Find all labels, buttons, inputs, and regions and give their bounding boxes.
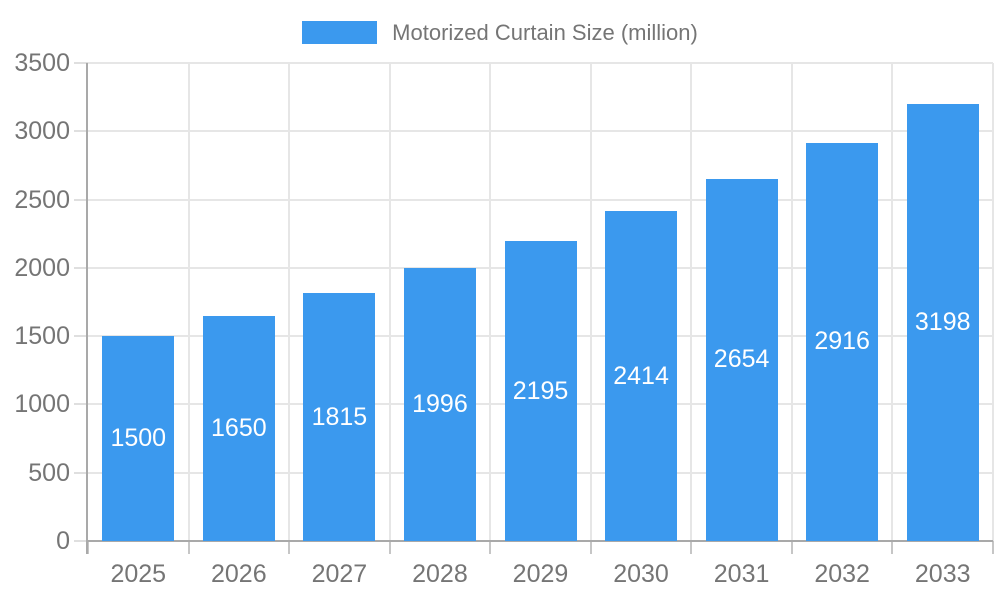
x-tick-label: 2027	[311, 560, 368, 588]
bar-value-label: 2916	[814, 327, 870, 356]
bar[interactable]: 1996	[403, 268, 476, 541]
x-axis-tick	[690, 541, 693, 554]
bar-value-label: 2654	[713, 345, 770, 374]
y-tick-label: 1000	[14, 390, 70, 419]
legend-swatch	[302, 21, 378, 44]
bar[interactable]: 2195	[504, 241, 577, 541]
gridline-vertical	[690, 63, 693, 541]
bar[interactable]: 1650	[202, 315, 275, 541]
gridline-vertical	[589, 63, 592, 541]
bar-value-label: 2195	[512, 376, 569, 405]
y-tick-label: 500	[28, 458, 70, 487]
bar[interactable]: 3198	[906, 104, 979, 541]
x-axis-tick	[790, 541, 793, 554]
bar[interactable]: 2916	[806, 142, 879, 541]
bar[interactable]: 1815	[303, 293, 376, 541]
y-axis-tick	[74, 403, 88, 406]
x-axis-tick	[388, 541, 391, 554]
bar-value-label: 1500	[110, 424, 167, 453]
gridline-vertical	[891, 63, 894, 541]
x-axis-line	[88, 540, 993, 542]
bar-value-label: 2414	[613, 361, 669, 390]
bar-value-label: 1650	[211, 413, 267, 442]
y-axis-tick	[74, 130, 88, 133]
gridline-vertical	[288, 63, 291, 541]
y-tick-label: 2500	[14, 185, 70, 214]
y-axis-tick	[74, 266, 88, 269]
bar[interactable]: 2414	[605, 211, 678, 541]
y-axis-tick	[74, 540, 88, 542]
legend[interactable]: Motorized Curtain Size (million)	[0, 21, 1000, 44]
bar-value-label: 1815	[311, 402, 368, 431]
gridline-vertical	[187, 63, 190, 541]
y-tick-label: 1500	[14, 322, 70, 351]
x-tick-label: 2029	[512, 560, 569, 588]
x-axis-tick	[187, 541, 190, 554]
x-axis-tick	[288, 541, 291, 554]
x-axis-tick	[891, 541, 894, 554]
x-axis-tick	[992, 541, 994, 554]
y-tick-label: 2000	[14, 253, 70, 282]
y-axis-tick	[74, 335, 88, 338]
gridline-vertical	[388, 63, 391, 541]
x-tick-label: 2025	[110, 560, 167, 588]
gridline-horizontal	[88, 62, 993, 64]
gridline-vertical	[790, 63, 793, 541]
x-tick-label: 2030	[613, 560, 669, 588]
x-tick-label: 2033	[914, 560, 971, 588]
bar[interactable]: 2654	[705, 178, 778, 541]
y-tick-label: 0	[56, 527, 70, 555]
y-axis-line	[86, 63, 88, 554]
x-axis-tick	[87, 541, 89, 554]
x-axis-tick	[589, 541, 592, 554]
gridline-horizontal	[88, 130, 993, 133]
bar[interactable]: 1500	[102, 336, 175, 541]
gridline-vertical	[489, 63, 492, 541]
y-axis-tick	[74, 471, 88, 474]
y-axis-tick	[74, 62, 88, 64]
x-tick-label: 2031	[713, 560, 770, 588]
y-tick-label: 3000	[14, 117, 70, 146]
bar-value-label: 3198	[914, 308, 971, 337]
gridline-horizontal	[88, 198, 993, 201]
gridline-vertical	[992, 63, 994, 541]
legend-label: Motorized Curtain Size (million)	[392, 20, 698, 45]
y-axis-tick	[74, 198, 88, 201]
y-tick-label: 3500	[14, 49, 70, 77]
x-tick-label: 2026	[211, 560, 267, 588]
x-tick-label: 2032	[814, 560, 870, 588]
bar-value-label: 1996	[412, 390, 468, 419]
x-axis-tick	[489, 541, 492, 554]
x-tick-label: 2028	[412, 560, 468, 588]
